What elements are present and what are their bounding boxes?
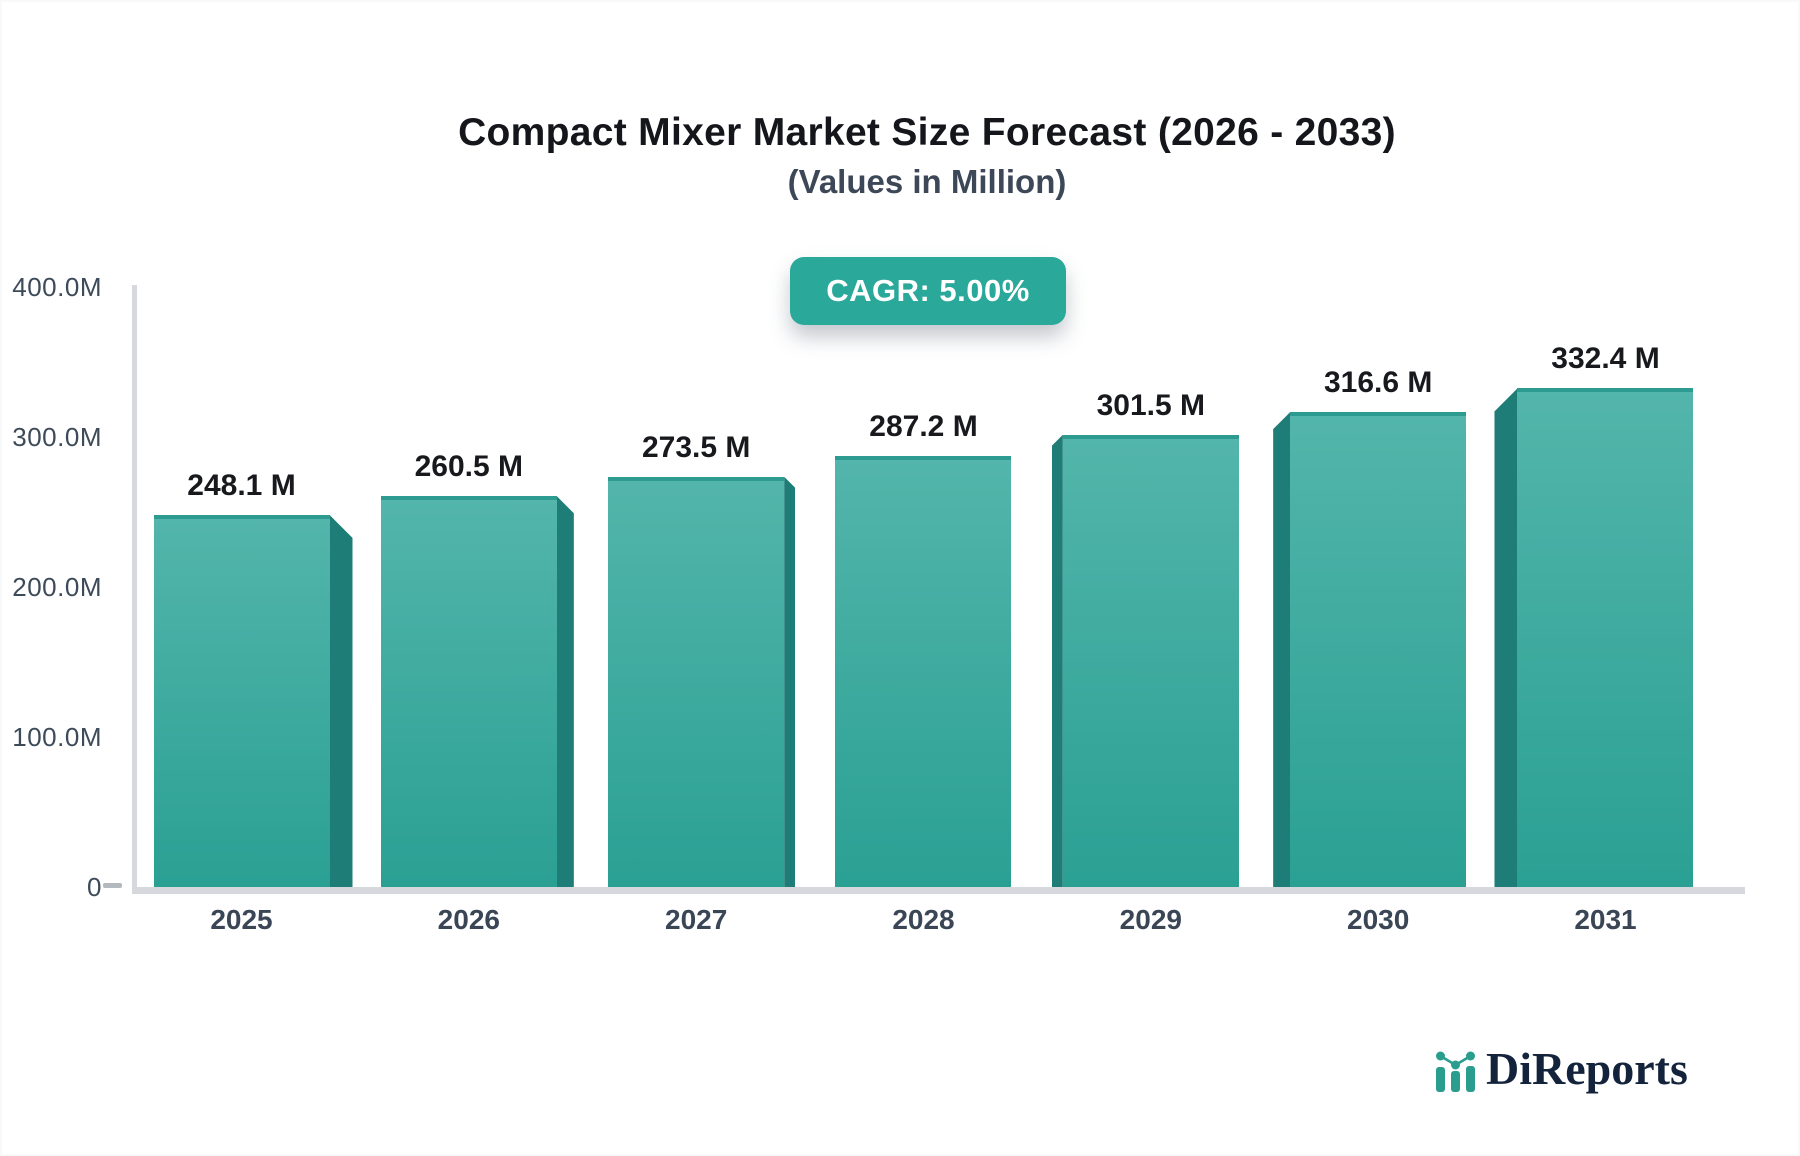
y-axis-tick-label: 200.0M (12, 572, 102, 602)
zero-tick-dash (103, 883, 122, 888)
bar-value-label: 248.1 M (187, 468, 296, 502)
bar (835, 456, 1012, 887)
x-axis-baseline (132, 887, 1745, 894)
bar-value-label: 273.5 M (641, 430, 751, 464)
x-axis-tick-label: 2025 (210, 904, 273, 935)
bar-3d-side (784, 476, 796, 887)
bar-3d-side (556, 496, 574, 887)
x-axis-tick-label: 2026 (437, 904, 500, 935)
bar (1517, 388, 1694, 887)
bar-3d-side (1494, 388, 1518, 887)
bar-value-label: 316.6 M (1323, 366, 1433, 400)
bar-value-label: 332.4 M (1551, 342, 1660, 376)
bar (380, 496, 557, 887)
bar-3d-side (1051, 434, 1063, 887)
y-axis-tick-label: 400.0M (12, 272, 102, 302)
bar-value-label: 260.5 M (414, 450, 524, 484)
y-axis-tick-label: 0 (87, 872, 102, 902)
x-axis-tick-label: 2029 (1119, 904, 1182, 935)
bar-3d-side (1273, 412, 1291, 887)
y-axis-tick-label: 100.0M (12, 722, 102, 752)
cagr-badge: CAGR: 5.00% (790, 257, 1066, 325)
chart-subtitle: (Values in Million) (787, 163, 1067, 200)
brand-logo: DiReports (1433, 1042, 1688, 1094)
x-axis-tick-label: 2030 (1347, 904, 1410, 935)
bar (1062, 434, 1239, 887)
bar-value-label: 287.2 M (869, 410, 978, 444)
x-axis-tick-label: 2027 (665, 904, 728, 935)
y-axis-tick-label: 300.0M (12, 422, 102, 452)
bar-chart-trend-logo-icon (1436, 1051, 1475, 1092)
bar (153, 514, 330, 887)
logo-text: DiReports (1486, 1043, 1688, 1094)
bar-3d-side (329, 514, 353, 887)
x-axis-tick-label: 2031 (1574, 904, 1637, 935)
bar (608, 476, 785, 887)
bar (1290, 412, 1467, 887)
x-axis-tick-label: 2028 (892, 904, 955, 935)
y-axis-line (132, 285, 137, 894)
chart-title: Compact Mixer Market Size Forecast (2026… (458, 111, 1396, 154)
bar-value-label: 301.5 M (1096, 388, 1206, 422)
